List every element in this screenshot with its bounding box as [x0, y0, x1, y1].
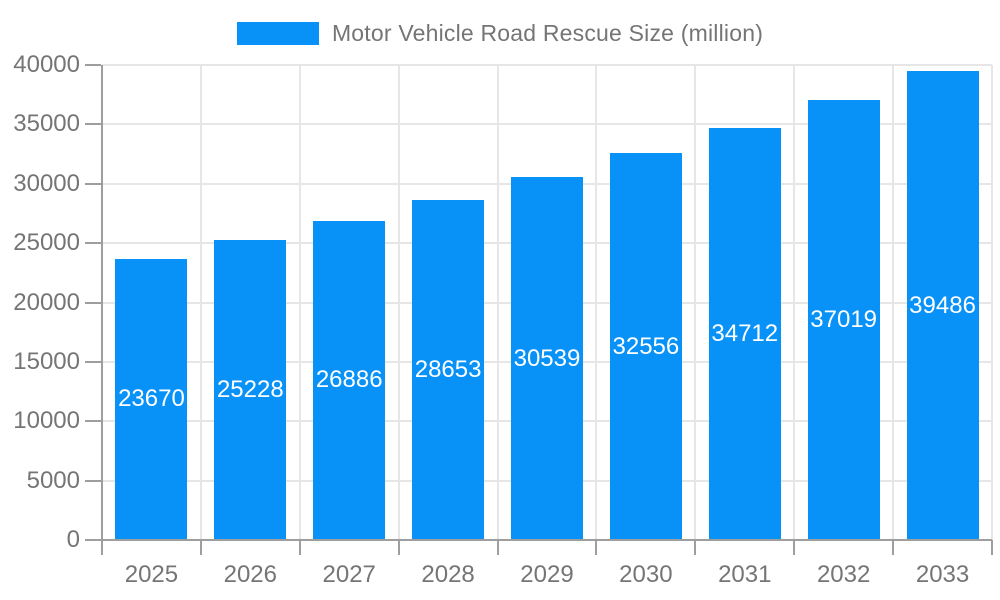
legend-swatch: [236, 22, 319, 45]
bar-2033[interactable]: [906, 71, 979, 540]
y-axis-label: 25000: [13, 229, 80, 257]
x-axis-tick: [199, 540, 202, 555]
bar-value-label: 25228: [216, 376, 284, 404]
y-axis-tick: [85, 64, 101, 66]
y-axis-tick: [85, 301, 101, 304]
y-axis-label: 10000: [13, 407, 80, 435]
x-axis-tick: [298, 540, 301, 555]
y-axis-tick: [85, 182, 101, 185]
y-axis-tick: [85, 539, 101, 541]
x-axis-tick: [496, 540, 499, 555]
x-axis-label: 2033: [915, 561, 970, 588]
bar-value-label: 30539: [513, 344, 581, 372]
x-axis-tick: [694, 540, 697, 555]
x-axis-tick: [793, 540, 796, 555]
x-axis-label: 2031: [718, 561, 772, 588]
x-axis-tick: [892, 540, 895, 555]
y-axis-tick: [85, 123, 101, 126]
bar-2032[interactable]: [807, 100, 880, 540]
y-axis-tick: [85, 242, 101, 245]
x-axis-line: [100, 539, 992, 541]
gridline-vertical: [298, 65, 301, 540]
y-axis-label: 30000: [13, 169, 80, 197]
gridline-vertical: [694, 65, 697, 540]
y-axis-tick: [85, 420, 101, 423]
bar-2029[interactable]: [511, 177, 583, 540]
legend-item[interactable]: Motor Vehicle Road Rescue Size (million): [0, 20, 1000, 47]
y-axis-label: 5000: [26, 466, 80, 494]
bar-value-label: 39486: [909, 291, 976, 319]
y-axis-label: 20000: [13, 288, 80, 316]
plot-area: 0 5000 10000 15000 20000 25000 30000 35000 40000…: [13, 51, 993, 588]
bar-2026[interactable]: [214, 240, 287, 540]
bar-2031[interactable]: [708, 127, 781, 540]
gridline-vertical: [991, 65, 993, 540]
bar-2025[interactable]: [115, 258, 188, 540]
bar-value-label: 26886: [315, 366, 383, 394]
gridline-vertical: [397, 65, 400, 540]
bar-2027[interactable]: [313, 220, 386, 540]
legend-label: Motor Vehicle Road Rescue Size (million): [331, 20, 764, 46]
bar-2028[interactable]: [412, 199, 485, 540]
x-axis-label: 2026: [223, 561, 277, 588]
x-axis-tick: [595, 540, 598, 555]
gridline-vertical: [892, 65, 895, 540]
x-axis-label: 2028: [421, 561, 475, 588]
y-axis-label: 15000: [13, 347, 80, 375]
y-axis-tick: [85, 360, 101, 363]
x-axis-label: 2029: [520, 561, 574, 588]
y-axis-label: 35000: [13, 110, 80, 138]
x-axis-label: 2025: [124, 561, 179, 588]
x-axis-label: 2027: [322, 561, 376, 588]
bar-value-label: 34712: [711, 319, 779, 347]
x-axis-tick: [397, 540, 400, 555]
x-axis-label: 2030: [619, 561, 673, 588]
bar-value-label: 23670: [118, 385, 185, 413]
gridline-vertical: [199, 65, 202, 540]
bar-value-label: 37019: [810, 306, 878, 334]
bar-value-label: 32556: [612, 332, 680, 360]
x-axis-label: 2032: [816, 561, 871, 588]
y-axis-label: 40000: [13, 51, 80, 78]
gridline-vertical: [793, 65, 796, 540]
bar-value-label: 28653: [414, 355, 482, 383]
gridline-horizontal: [102, 123, 992, 126]
gridline-vertical: [595, 65, 598, 540]
y-axis-line: [101, 65, 103, 555]
gridline-horizontal: [102, 64, 992, 66]
bar-2030[interactable]: [609, 153, 682, 540]
x-axis-tick: [991, 540, 993, 555]
gridline-vertical: [496, 65, 499, 540]
y-axis-tick: [85, 479, 101, 482]
y-axis-label: 0: [66, 526, 80, 553]
